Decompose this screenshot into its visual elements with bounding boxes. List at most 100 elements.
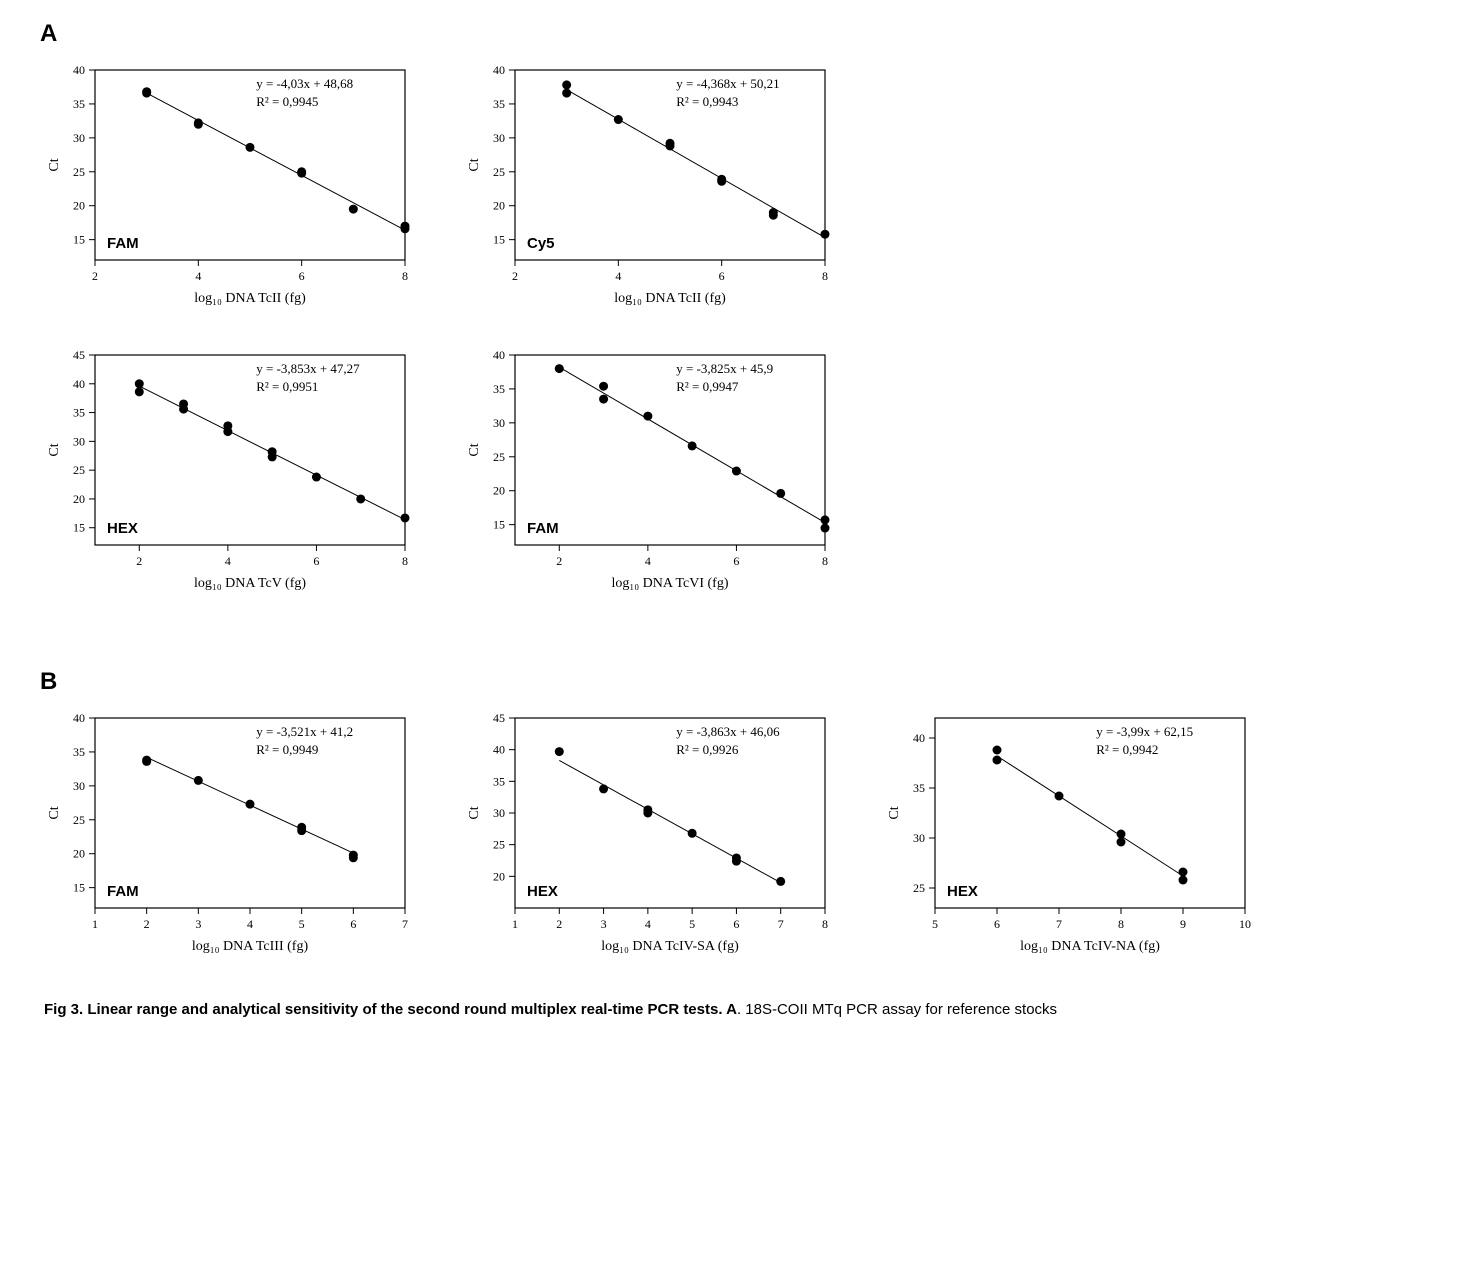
svg-text:3: 3 — [195, 917, 201, 931]
svg-text:y = -3,853x + 47,27: y = -3,853x + 47,27 — [256, 361, 360, 376]
svg-text:45: 45 — [73, 348, 85, 362]
svg-text:6: 6 — [733, 917, 739, 931]
svg-text:R² = 0,9947: R² = 0,9947 — [676, 379, 739, 394]
svg-text:8: 8 — [822, 917, 828, 931]
chart-fam-tcvi: 2468152025303540log₁₀ DNA TcVI (fg)Cty =… — [460, 343, 840, 598]
panel-a-row2: 246815202530354045log₁₀ DNA TcV (fg)Cty … — [40, 343, 1424, 598]
caption-bold: Fig 3. Linear range and analytical sensi… — [44, 1001, 737, 1018]
svg-text:35: 35 — [73, 406, 85, 420]
svg-text:R² = 0,9949: R² = 0,9949 — [256, 742, 318, 757]
svg-text:30: 30 — [493, 806, 505, 820]
svg-text:8: 8 — [402, 554, 408, 568]
svg-text:25: 25 — [73, 813, 85, 827]
svg-text:35: 35 — [73, 745, 85, 759]
svg-text:2: 2 — [144, 917, 150, 931]
chart-fam-tcii: 2468152025303540log₁₀ DNA TcII (fg)Cty =… — [40, 58, 420, 313]
panel-a-row1: 2 4 6 8 15 20 25 30 35 40 log₁₀ DNA TcII (fg) Ct y =… — [40, 58, 1424, 313]
svg-text:Ct: Ct — [467, 158, 482, 171]
svg-text:30: 30 — [73, 131, 85, 145]
chart-hex-tciv-sa: 12345678202530354045log₁₀ DNA TcIV-SA (f… — [460, 706, 840, 961]
svg-text:y = -3,99x + 62,15: y = -3,99x + 62,15 — [1096, 724, 1193, 739]
svg-text:25: 25 — [493, 838, 505, 852]
svg-text:log₁₀ DNA TcIV-NA (fg): log₁₀ DNA TcIV-NA (fg) — [1020, 939, 1160, 954]
svg-text:25: 25 — [493, 165, 505, 179]
svg-text:4: 4 — [195, 269, 201, 283]
svg-text:R² = 0,9945: R² = 0,9945 — [256, 94, 318, 109]
svg-text:7: 7 — [402, 917, 408, 931]
svg-text:20: 20 — [493, 869, 505, 883]
svg-text:6: 6 — [299, 269, 305, 283]
svg-text:35: 35 — [913, 781, 925, 795]
svg-text:8: 8 — [822, 269, 828, 283]
svg-text:Ct: Ct — [467, 806, 482, 819]
svg-text:FAM: FAM — [107, 235, 139, 252]
svg-text:y = -3,863x + 46,06: y = -3,863x + 46,06 — [676, 724, 780, 739]
svg-text:40: 40 — [493, 743, 505, 757]
svg-text:4: 4 — [645, 554, 651, 568]
svg-text:40: 40 — [493, 63, 505, 77]
svg-text:y = -4,368x + 50,21: y = -4,368x + 50,21 — [676, 76, 780, 91]
svg-text:40: 40 — [73, 711, 85, 725]
svg-text:15: 15 — [493, 233, 505, 247]
svg-text:40: 40 — [73, 377, 85, 391]
panel-a-label: A — [40, 20, 1424, 48]
svg-text:35: 35 — [493, 97, 505, 111]
svg-text:R² = 0,9942: R² = 0,9942 — [1096, 742, 1158, 757]
svg-text:4: 4 — [645, 917, 651, 931]
panel-b-label: B — [40, 668, 1424, 696]
svg-text:FAM: FAM — [527, 520, 559, 537]
svg-text:R² = 0,9951: R² = 0,9951 — [256, 379, 318, 394]
svg-text:25: 25 — [493, 450, 505, 464]
svg-text:2: 2 — [512, 269, 518, 283]
chart-cy5-tcii: 2468152025303540log₁₀ DNA TcII (fg)Cty =… — [460, 58, 840, 313]
panel-b-row1: 1234567152025303540log₁₀ DNA TcIII (fg)C… — [40, 706, 1424, 961]
svg-text:45: 45 — [493, 711, 505, 725]
svg-text:25: 25 — [73, 165, 85, 179]
chart-hex-tcv: 246815202530354045log₁₀ DNA TcV (fg)Cty … — [40, 343, 420, 598]
svg-text:log₁₀ DNA TcII (fg): log₁₀ DNA TcII (fg) — [194, 291, 306, 306]
svg-text:log₁₀ DNA TcIV-SA (fg): log₁₀ DNA TcIV-SA (fg) — [601, 939, 739, 954]
svg-text:20: 20 — [493, 484, 505, 498]
svg-text:8: 8 — [1118, 917, 1124, 931]
svg-text:6: 6 — [994, 917, 1000, 931]
svg-text:HEX: HEX — [107, 520, 138, 537]
svg-text:15: 15 — [493, 518, 505, 532]
svg-text:log₁₀ DNA TcV (fg): log₁₀ DNA TcV (fg) — [194, 576, 306, 591]
svg-text:15: 15 — [73, 233, 85, 247]
panel-b: B 1234567152025303540log₁₀ DNA TcIII (fg… — [40, 668, 1424, 961]
svg-text:15: 15 — [73, 521, 85, 535]
svg-text:4: 4 — [247, 917, 253, 931]
svg-text:1: 1 — [92, 917, 98, 931]
svg-text:6: 6 — [733, 554, 739, 568]
svg-text:10: 10 — [1239, 917, 1251, 931]
svg-text:25: 25 — [913, 881, 925, 895]
chart-fam-tciii: 1234567152025303540log₁₀ DNA TcIII (fg)C… — [40, 706, 420, 961]
svg-text:3: 3 — [601, 917, 607, 931]
svg-text:30: 30 — [493, 416, 505, 430]
svg-text:6: 6 — [313, 554, 319, 568]
svg-text:log₁₀ DNA TcIII (fg): log₁₀ DNA TcIII (fg) — [192, 939, 309, 954]
svg-text:7: 7 — [1056, 917, 1062, 931]
svg-text:log₁₀ DNA TcVI (fg): log₁₀ DNA TcVI (fg) — [611, 576, 728, 591]
svg-text:1: 1 — [512, 917, 518, 931]
svg-text:8: 8 — [822, 554, 828, 568]
svg-text:5: 5 — [299, 917, 305, 931]
svg-text:35: 35 — [493, 774, 505, 788]
svg-text:20: 20 — [493, 199, 505, 213]
svg-text:25: 25 — [73, 463, 85, 477]
chart-hex-tciv-na: 567891025303540log₁₀ DNA TcIV-NA (fg)Cty… — [880, 706, 1260, 961]
svg-text:40: 40 — [493, 348, 505, 362]
figure-caption: Fig 3. Linear range and analytical sensi… — [40, 1001, 1424, 1018]
svg-text:2: 2 — [556, 917, 562, 931]
svg-text:35: 35 — [493, 382, 505, 396]
svg-text:20: 20 — [73, 199, 85, 213]
caption-rest: . 18S-COII MTq PCR assay for reference s… — [737, 1001, 1057, 1018]
svg-text:Ct: Ct — [467, 443, 482, 456]
svg-text:y = -4,03x + 48,68: y = -4,03x + 48,68 — [256, 76, 353, 91]
panel-a: A 2 4 6 8 15 20 25 30 35 40 log₁₀ DNA TcII (fg) Ct y… — [40, 20, 1424, 598]
svg-text:Ct: Ct — [47, 806, 62, 819]
svg-text:9: 9 — [1180, 917, 1186, 931]
svg-text:log₁₀ DNA TcII (fg): log₁₀ DNA TcII (fg) — [614, 291, 726, 306]
svg-text:Ct: Ct — [887, 806, 902, 819]
svg-text:y = -3,825x + 45,9: y = -3,825x + 45,9 — [676, 361, 773, 376]
